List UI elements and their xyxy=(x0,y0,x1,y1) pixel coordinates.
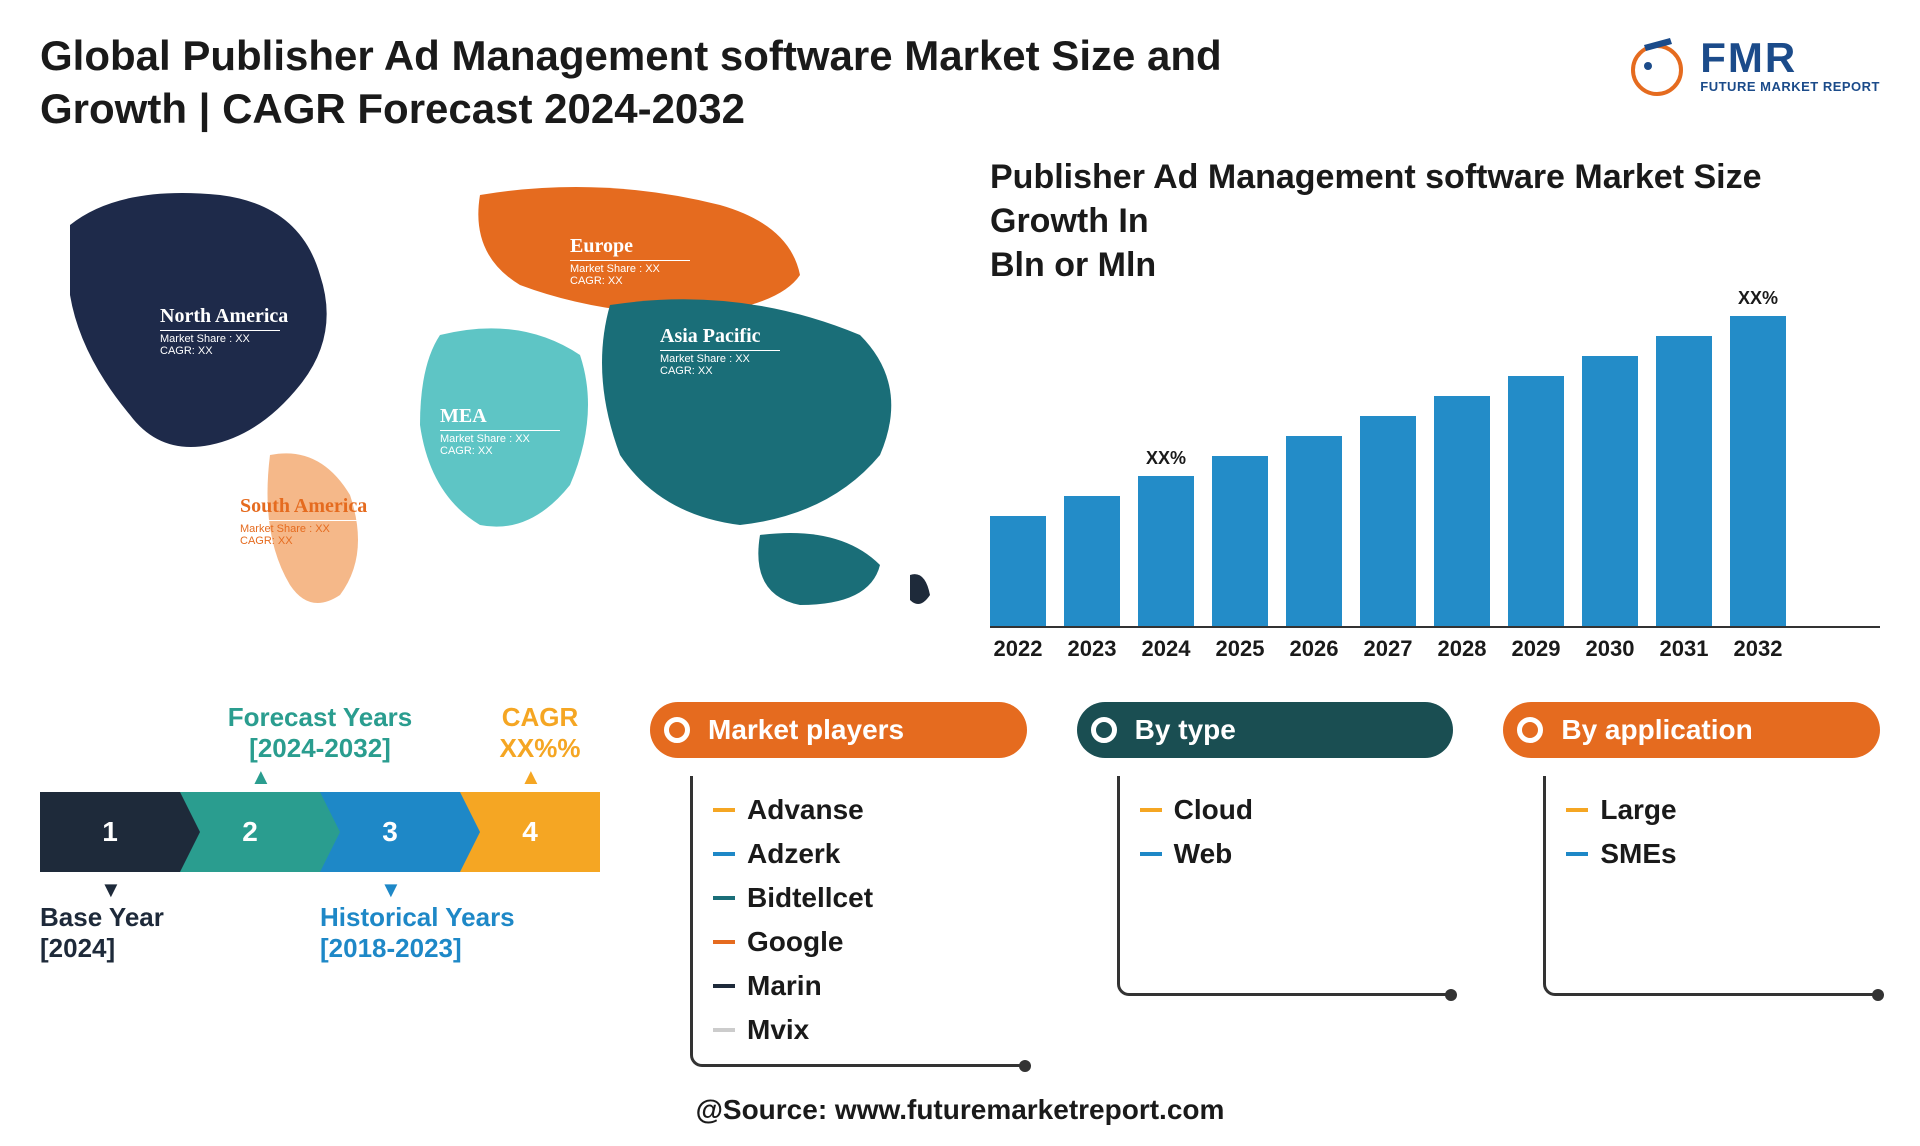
bar-x-label: 2026 xyxy=(1286,636,1342,662)
fmr-logo: FMR FUTURE MARKET REPORT xyxy=(1622,30,1880,100)
timeline: Forecast Years[2024-2032] ▲ CAGRXX%% ▲ 1… xyxy=(40,702,600,872)
triangle-down-icon: ▼ xyxy=(100,877,122,903)
bar-2023 xyxy=(1064,496,1120,626)
tick-icon xyxy=(713,940,735,944)
market-size-bar-chart: XX% XX% xyxy=(990,308,1880,628)
bar-x-label: 2025 xyxy=(1212,636,1268,662)
bar-2024: XX% xyxy=(1138,476,1194,626)
bar-2025 xyxy=(1212,456,1268,626)
list-item: Cloud xyxy=(1120,788,1454,832)
bullet-icon xyxy=(664,717,690,743)
bar-x-label: 2031 xyxy=(1656,636,1712,662)
region-north-america: North AmericaMarket Share : XXCAGR: XX xyxy=(160,305,288,357)
tick-icon xyxy=(1140,852,1162,856)
bar-x-label: 2032 xyxy=(1730,636,1786,662)
bar-x-label: 2023 xyxy=(1064,636,1120,662)
triangle-up-icon: ▲ xyxy=(250,764,272,790)
timeline-segment-2: 2 xyxy=(180,792,320,872)
world-map-svg xyxy=(40,155,940,615)
logo-text: FMR xyxy=(1700,37,1880,79)
bar-x-label: 2027 xyxy=(1360,636,1416,662)
bar-2028 xyxy=(1434,396,1490,626)
region-mea: MEAMarket Share : XXCAGR: XX xyxy=(440,405,560,457)
tick-icon xyxy=(1566,808,1588,812)
category-by-type: By type CloudWeb xyxy=(1077,702,1454,1067)
list-item: Mvix xyxy=(693,1008,1027,1052)
list-item: Large xyxy=(1546,788,1880,832)
timeline-segment-3: 3 xyxy=(320,792,460,872)
bar-2031 xyxy=(1656,336,1712,626)
timeline-segment-4: 4 xyxy=(460,792,600,872)
list-item: Google xyxy=(693,920,1027,964)
tick-icon xyxy=(713,1028,735,1032)
bullet-icon xyxy=(1517,717,1543,743)
region-europe: EuropeMarket Share : XXCAGR: XX xyxy=(570,235,690,287)
tick-icon xyxy=(1140,808,1162,812)
category-by-application: By application LargeSMEs xyxy=(1503,702,1880,1067)
world-map: North AmericaMarket Share : XXCAGR: XX So… xyxy=(40,155,940,615)
list-item: Advanse xyxy=(693,788,1027,832)
triangle-down-icon: ▼ xyxy=(380,877,402,903)
bar-value-label: XX% xyxy=(1738,288,1778,309)
source-attribution: @Source: www.futuremarketreport.com xyxy=(696,1094,1225,1126)
tick-icon xyxy=(713,852,735,856)
triangle-up-icon: ▲ xyxy=(520,764,542,790)
forecast-years-label: Forecast Years[2024-2032] xyxy=(200,702,440,764)
list-item: Adzerk xyxy=(693,832,1027,876)
list-item: Web xyxy=(1120,832,1454,876)
base-year-label: Base Year[2024] xyxy=(40,902,280,964)
logo-subtitle: FUTURE MARKET REPORT xyxy=(1700,79,1880,94)
tick-icon xyxy=(713,896,735,900)
timeline-segment-1: 1 xyxy=(40,792,180,872)
bar-x-label: 2029 xyxy=(1508,636,1564,662)
bar-2030 xyxy=(1582,356,1638,626)
region-asia-pacific: Asia PacificMarket Share : XXCAGR: XX xyxy=(660,325,780,377)
bar-2032: XX% xyxy=(1730,316,1786,626)
page-title: Global Publisher Ad Management software … xyxy=(40,30,1340,135)
bar-x-label: 2024 xyxy=(1138,636,1194,662)
bar-2026 xyxy=(1286,436,1342,626)
bar-x-label: 2028 xyxy=(1434,636,1490,662)
list-item: Marin xyxy=(693,964,1027,1008)
bar-x-label: 2030 xyxy=(1582,636,1638,662)
region-south-america: South AmericaMarket Share : XXCAGR: XX xyxy=(240,495,367,547)
category-header: Market players xyxy=(650,702,1027,758)
category-header: By application xyxy=(1503,702,1880,758)
bar-chart-title: Publisher Ad Management software Market … xyxy=(990,155,1880,288)
category-header: By type xyxy=(1077,702,1454,758)
list-item: Bidtellcet xyxy=(693,876,1027,920)
tick-icon xyxy=(713,808,735,812)
bar-2027 xyxy=(1360,416,1416,626)
bar-value-label: XX% xyxy=(1146,448,1186,469)
globe-telescope-icon xyxy=(1622,30,1692,100)
historical-years-label: Historical Years[2018-2023] xyxy=(320,902,560,964)
category-market-players: Market players AdvanseAdzerkBidtellcetGoo… xyxy=(650,702,1027,1067)
bullet-icon xyxy=(1091,717,1117,743)
bar-x-label: 2022 xyxy=(990,636,1046,662)
list-item: SMEs xyxy=(1546,832,1880,876)
tick-icon xyxy=(713,984,735,988)
bar-2029 xyxy=(1508,376,1564,626)
cagr-label: CAGRXX%% xyxy=(480,702,600,764)
bar-2022 xyxy=(990,516,1046,626)
tick-icon xyxy=(1566,852,1588,856)
